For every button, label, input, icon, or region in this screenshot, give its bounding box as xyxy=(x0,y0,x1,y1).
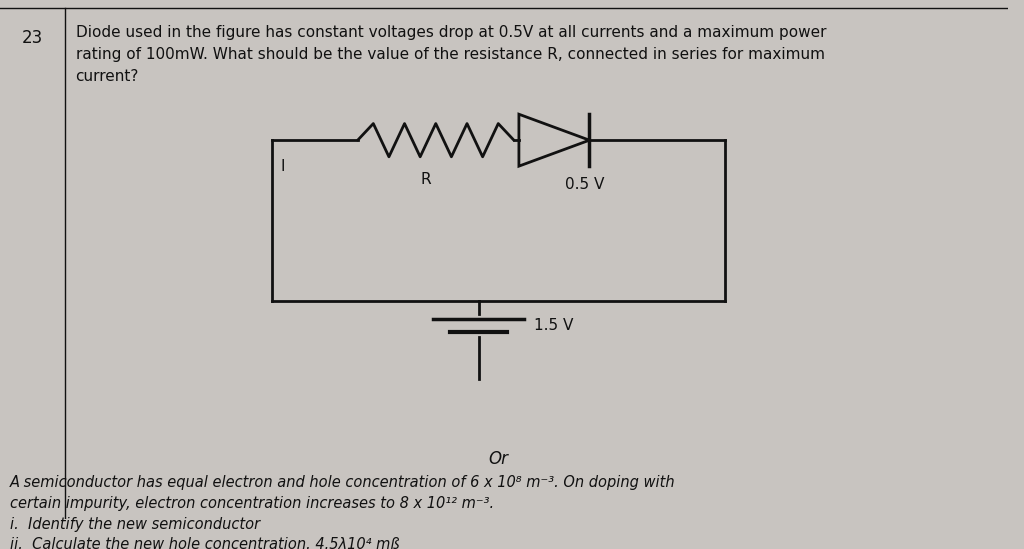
Text: certain impurity, electron concentration increases to 8 x 10¹² m⁻³.: certain impurity, electron concentration… xyxy=(10,496,495,511)
Text: ii.  Calculate the new hole concentration. 4.5λ10⁴ mß: ii. Calculate the new hole concentration… xyxy=(10,537,399,549)
Text: R: R xyxy=(421,172,431,187)
Text: 0.5 V: 0.5 V xyxy=(564,177,604,192)
Text: 1.5 V: 1.5 V xyxy=(535,318,573,333)
Text: Or: Or xyxy=(488,451,509,468)
Text: A semiconductor has equal electron and hole concentration of 6 x 10⁸ m⁻³. On dop: A semiconductor has equal electron and h… xyxy=(10,475,676,490)
Text: Diode used in the figure has constant voltages drop at 0.5V at all currents and : Diode used in the figure has constant vo… xyxy=(76,25,826,40)
Text: rating of 100mW. What should be the value of the resistance R, connected in seri: rating of 100mW. What should be the valu… xyxy=(76,47,824,61)
Text: 23: 23 xyxy=(23,29,43,47)
Text: I: I xyxy=(281,159,285,173)
Text: current?: current? xyxy=(76,69,139,83)
Text: i.  Identify the new semiconductor: i. Identify the new semiconductor xyxy=(10,517,260,531)
